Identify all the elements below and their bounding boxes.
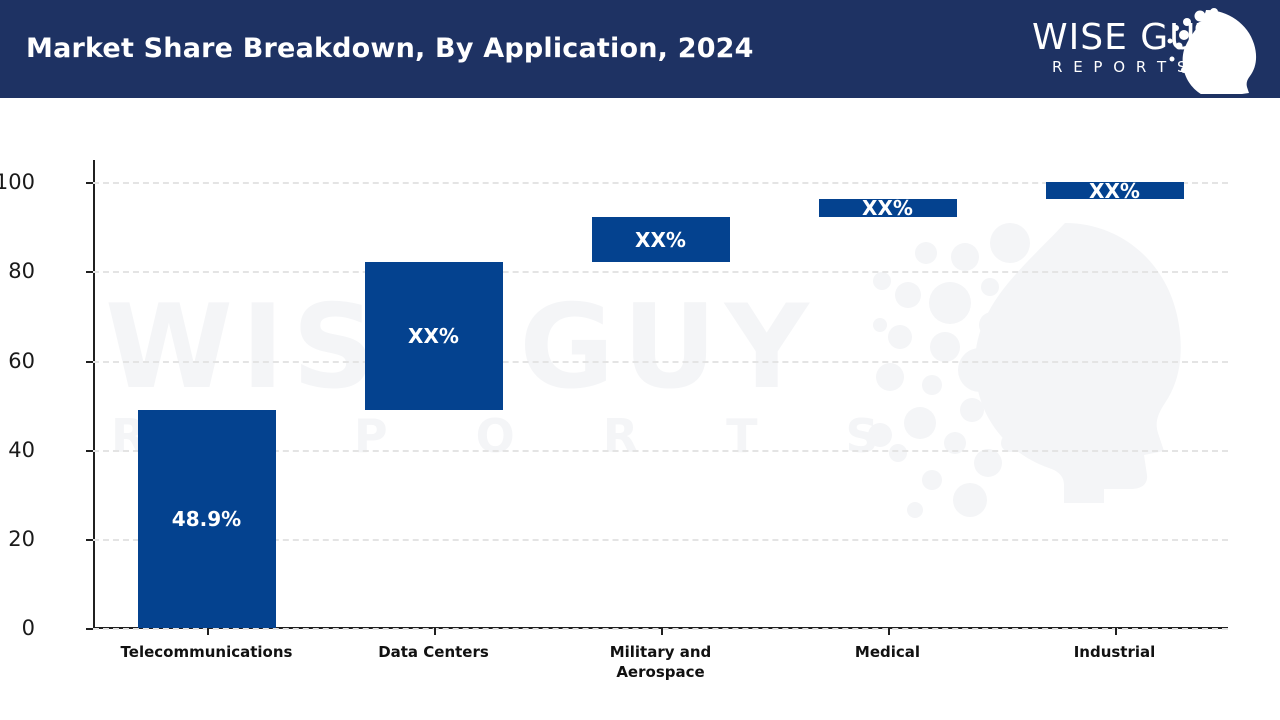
x-axis-tick-mark [1114,628,1117,635]
page-title: Market Share Breakdown, By Application, … [26,33,754,64]
x-axis-tick-label: Industrial [1001,642,1228,662]
x-axis-tick-label: Telecommunications [93,642,320,662]
x-axis-label-line: Military and [609,643,712,661]
plot-area: 0 20 40 60 80 100 48.9% Telecommunications XX% Da… [0,160,1228,681]
y-axis-tick-label: 0 [21,616,35,640]
x-axis-tick-mark [887,628,890,635]
y-axis-tick-label: 100 [0,170,35,195]
y-axis-tick-label: 80 [8,259,35,284]
y-axis-tick-mark [86,628,93,630]
y-axis-tick-label: 60 [8,348,35,373]
gridline [93,360,1228,363]
y-axis-tick-mark [86,360,93,363]
gridline [93,538,1228,541]
x-axis-label-line: Aerospace [616,663,705,681]
y-axis-tick-label: 20 [8,526,35,551]
bar-value-label: XX% [1089,178,1140,203]
y-axis-tick-mark [86,271,93,274]
x-axis-label-line: Data Centers [378,643,489,661]
x-axis-tick-label: Military and Aerospace [547,642,774,682]
x-axis-label-line: Industrial [1073,643,1156,661]
bar-industrial[interactable]: XX% [1045,179,1184,203]
y-axis-tick-mark [86,182,93,185]
bar-military-and-aerospace[interactable]: XX% [591,217,730,263]
x-axis-label-line: Telecommunications [120,643,293,661]
y-axis-tick-mark [86,538,93,541]
x-axis-tick-mark [206,628,209,635]
x-axis-tick-mark [433,628,436,635]
x-axis-label-line: Medical [854,643,921,661]
logo-line2: R E P O R T S [1052,58,1189,76]
x-axis-tick-label: Data Centers [320,642,547,662]
gridline [93,182,1228,185]
y-axis-tick-mark [86,449,93,452]
gridline [93,449,1228,452]
bar-value-label: XX% [635,227,686,252]
x-axis-tick-mark [660,628,663,635]
bar-data-centers[interactable]: XX% [364,262,503,411]
x-axis-tick-label: Medical [774,642,1001,662]
bar-value-label: XX% [408,324,459,349]
y-axis-line [93,160,95,628]
bar-value-label: XX% [862,196,913,221]
bar-medical[interactable]: XX% [818,196,957,221]
bar-value-label: 48.9% [171,507,242,531]
logo-line1: WISE GUY [1032,17,1220,58]
wise-guy-reports-logo: WISE GUY R E P O R T S [1032,8,1257,94]
gridline [93,271,1228,274]
page-header: Market Share Breakdown, By Application, … [0,0,1280,98]
bar-telecommunications[interactable]: 48.9% [137,410,276,628]
y-axis-tick-label: 40 [8,437,35,462]
